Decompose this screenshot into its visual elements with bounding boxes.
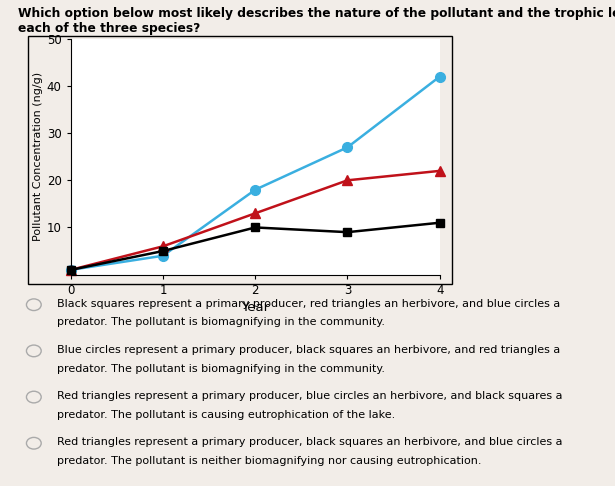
Text: predator. The pollutant is neither biomagnifying nor causing eutrophication.: predator. The pollutant is neither bioma… [57, 456, 481, 466]
Text: predator. The pollutant is causing eutrophication of the lake.: predator. The pollutant is causing eutro… [57, 410, 395, 420]
Text: Blue circles represent a primary producer, black squares an herbivore, and red t: Blue circles represent a primary produce… [57, 345, 560, 355]
Text: Which option below most likely describes the nature of the pollutant and the tro: Which option below most likely describes… [18, 7, 615, 20]
Text: Red triangles represent a primary producer, blue circles an herbivore, and black: Red triangles represent a primary produc… [57, 391, 562, 401]
Text: predator. The pollutant is biomagnifying in the community.: predator. The pollutant is biomagnifying… [57, 317, 384, 328]
X-axis label: Year: Year [241, 301, 269, 314]
Text: Red triangles represent a primary producer, black squares an herbivore, and blue: Red triangles represent a primary produc… [57, 437, 562, 448]
Text: Black squares represent a primary producer, red triangles an herbivore, and blue: Black squares represent a primary produc… [57, 299, 560, 309]
Text: predator. The pollutant is biomagnifying in the community.: predator. The pollutant is biomagnifying… [57, 364, 384, 374]
Y-axis label: Pollutant Concentration (ng/g): Pollutant Concentration (ng/g) [33, 72, 42, 241]
Text: each of the three species?: each of the three species? [18, 22, 200, 35]
